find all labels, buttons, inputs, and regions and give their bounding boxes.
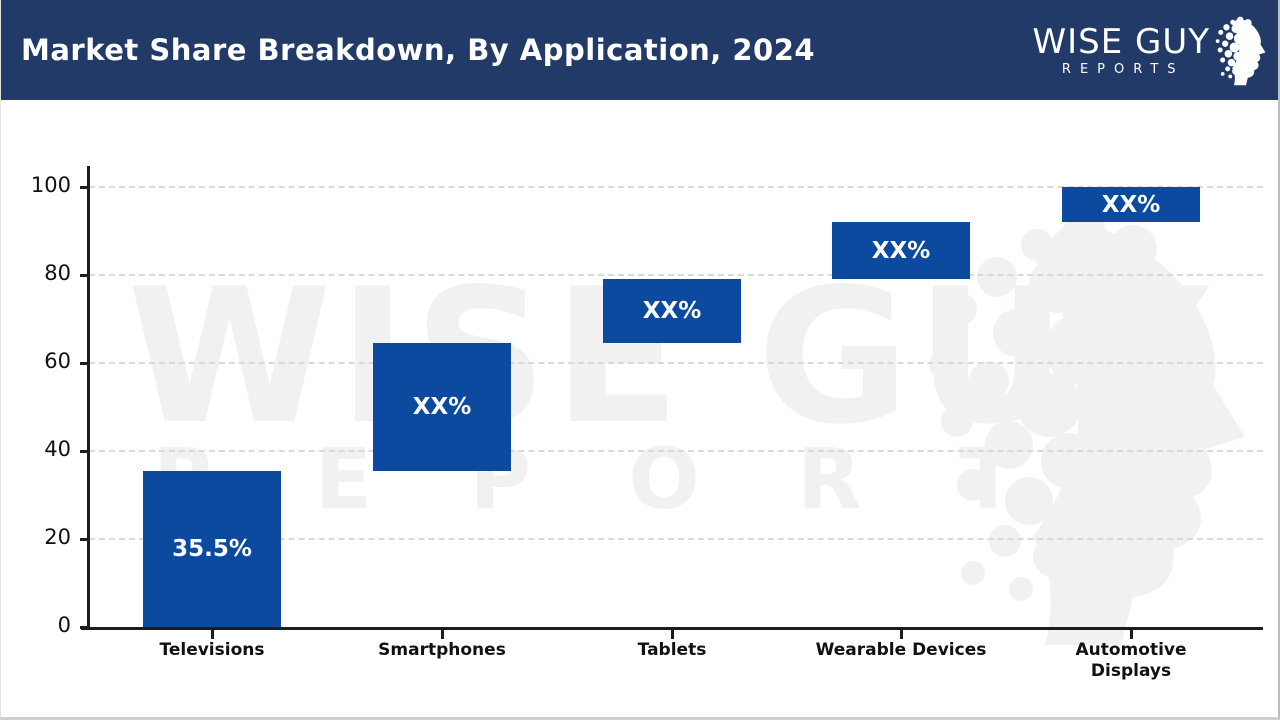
waterfall-chart: WISE GUY R E P O R T S 0 20 40 60 80 100 35.5%… [1,100,1278,717]
page-title: Market Share Breakdown, By Application, … [21,33,816,67]
y-axis-line [87,166,90,630]
bar-value-label: XX% [1101,191,1161,218]
y-tick-label: 60 [44,349,71,373]
bar-value-label: XX% [642,298,702,325]
y-tick-label: 20 [44,525,71,549]
y-tick-label: 40 [44,437,71,461]
x-tick-wearable-devices [900,630,903,639]
y-tick-40 [80,450,89,453]
category-label-televisions: Televisions [159,640,265,660]
gridline-80 [89,274,1263,276]
y-tick-80 [80,274,89,277]
gridline-40 [89,450,1263,452]
y-tick-label: 80 [44,261,71,285]
y-tick-60 [80,362,89,365]
brand-logo-text: WISE GUY REPORTS [1032,25,1210,76]
brand-name: WISE GUY [1032,21,1210,62]
x-tick-automotive-displays [1130,630,1133,639]
bar-value-label: XX% [412,393,472,420]
x-tick-tablets [671,630,674,639]
bar-tablets: XX% [603,279,741,344]
category-label-wearable-devices: Wearable Devices [815,640,987,660]
category-label-automotive-displays: Automotive Displays [1075,640,1187,681]
y-tick-label: 100 [30,173,71,197]
y-tick-label: 0 [57,613,71,637]
category-label-tablets: Tablets [637,640,707,660]
bar-smartphones: XX% [373,343,511,471]
bar-automotive-displays: XX% [1062,187,1200,223]
brand-subtitle: REPORTS [1061,61,1185,77]
gridline-20 [89,538,1263,540]
bar-value-label: XX% [871,237,931,264]
dotted-head-logo-icon [1215,16,1266,86]
brand-logo: WISE GUY REPORTS [1032,11,1268,89]
x-tick-televisions [211,630,214,639]
x-axis-line [81,627,1263,630]
y-tick-100 [80,186,89,189]
gridline-60 [89,362,1263,364]
header-band: Market Share Breakdown, By Application, … [1,0,1278,100]
bar-wearable-devices: XX% [832,222,970,280]
bar-televisions: 35.5% [143,470,281,627]
gridline-100 [89,186,1263,188]
x-tick-smartphones [441,630,444,639]
bar-value-label: 35.5% [172,535,252,562]
y-tick-20 [80,538,89,541]
category-label-smartphones: Smartphones [378,640,506,660]
